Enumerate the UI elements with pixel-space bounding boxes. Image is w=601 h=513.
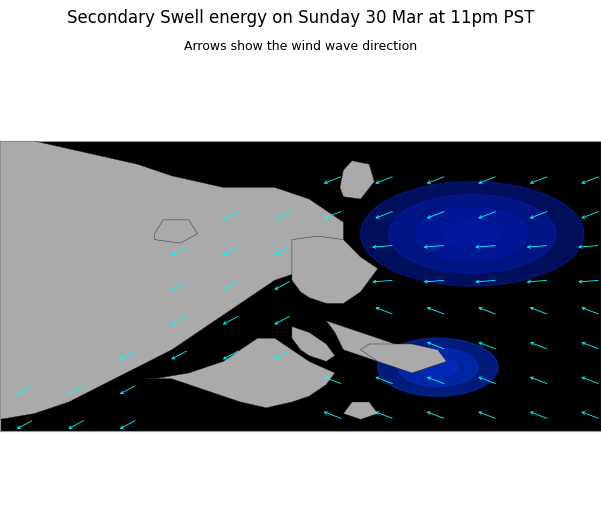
Ellipse shape xyxy=(101,211,123,222)
Polygon shape xyxy=(292,236,378,303)
Polygon shape xyxy=(361,344,447,373)
Polygon shape xyxy=(154,220,198,243)
Ellipse shape xyxy=(361,182,584,286)
Polygon shape xyxy=(0,141,343,419)
Ellipse shape xyxy=(398,348,478,386)
Polygon shape xyxy=(340,161,374,199)
Text: Arrows show the wind wave direction: Arrows show the wind wave direction xyxy=(184,40,417,52)
Ellipse shape xyxy=(444,221,500,247)
Text: Secondary Swell energy on Sunday 30 Mar at 11pm PST: Secondary Swell energy on Sunday 30 Mar … xyxy=(67,9,534,27)
Ellipse shape xyxy=(86,252,120,273)
Polygon shape xyxy=(326,321,412,361)
Polygon shape xyxy=(292,327,335,361)
Ellipse shape xyxy=(388,194,556,273)
Ellipse shape xyxy=(378,338,498,396)
Ellipse shape xyxy=(418,358,458,377)
Polygon shape xyxy=(146,338,335,408)
Ellipse shape xyxy=(90,205,133,228)
Ellipse shape xyxy=(416,208,528,260)
Ellipse shape xyxy=(94,258,112,268)
Polygon shape xyxy=(343,402,378,419)
